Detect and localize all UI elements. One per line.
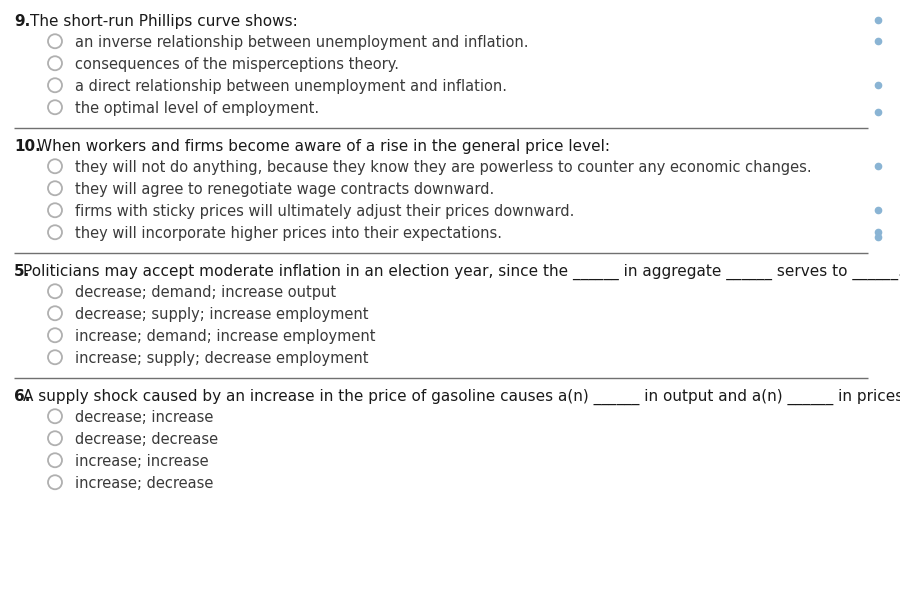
Text: increase; increase: increase; increase [75, 454, 209, 469]
Text: increase; supply; decrease employment: increase; supply; decrease employment [75, 351, 368, 366]
Text: increase; decrease: increase; decrease [75, 476, 213, 491]
Text: 5.: 5. [14, 264, 31, 279]
Text: 10.: 10. [14, 139, 40, 154]
Text: they will incorporate higher prices into their expectations.: they will incorporate higher prices into… [75, 226, 502, 241]
Text: an inverse relationship between unemployment and inflation.: an inverse relationship between unemploy… [75, 35, 528, 50]
Text: a direct relationship between unemployment and inflation.: a direct relationship between unemployme… [75, 79, 507, 94]
Text: Politicians may accept moderate inflation in an election year, since the ______ : Politicians may accept moderate inflatio… [23, 264, 900, 280]
Text: A supply shock caused by an increase in the price of gasoline causes a(n) ______: A supply shock caused by an increase in … [23, 389, 900, 405]
Text: they will not do anything, because they know they are powerless to counter any e: they will not do anything, because they … [75, 160, 812, 175]
Text: consequences of the misperceptions theory.: consequences of the misperceptions theor… [75, 57, 399, 72]
Text: decrease; increase: decrease; increase [75, 410, 213, 425]
Text: 9.: 9. [14, 14, 31, 29]
Text: When workers and firms become aware of a rise in the general price level:: When workers and firms become aware of a… [37, 139, 610, 154]
Text: The short-run Phillips curve shows:: The short-run Phillips curve shows: [30, 14, 298, 29]
Text: 6.: 6. [14, 389, 31, 404]
Text: firms with sticky prices will ultimately adjust their prices downward.: firms with sticky prices will ultimately… [75, 204, 574, 219]
Text: increase; demand; increase employment: increase; demand; increase employment [75, 329, 375, 344]
Text: they will agree to renegotiate wage contracts downward.: they will agree to renegotiate wage cont… [75, 182, 494, 197]
Text: decrease; decrease: decrease; decrease [75, 432, 218, 447]
Text: decrease; supply; increase employment: decrease; supply; increase employment [75, 307, 368, 322]
Text: the optimal level of employment.: the optimal level of employment. [75, 101, 319, 116]
Text: decrease; demand; increase output: decrease; demand; increase output [75, 285, 336, 300]
